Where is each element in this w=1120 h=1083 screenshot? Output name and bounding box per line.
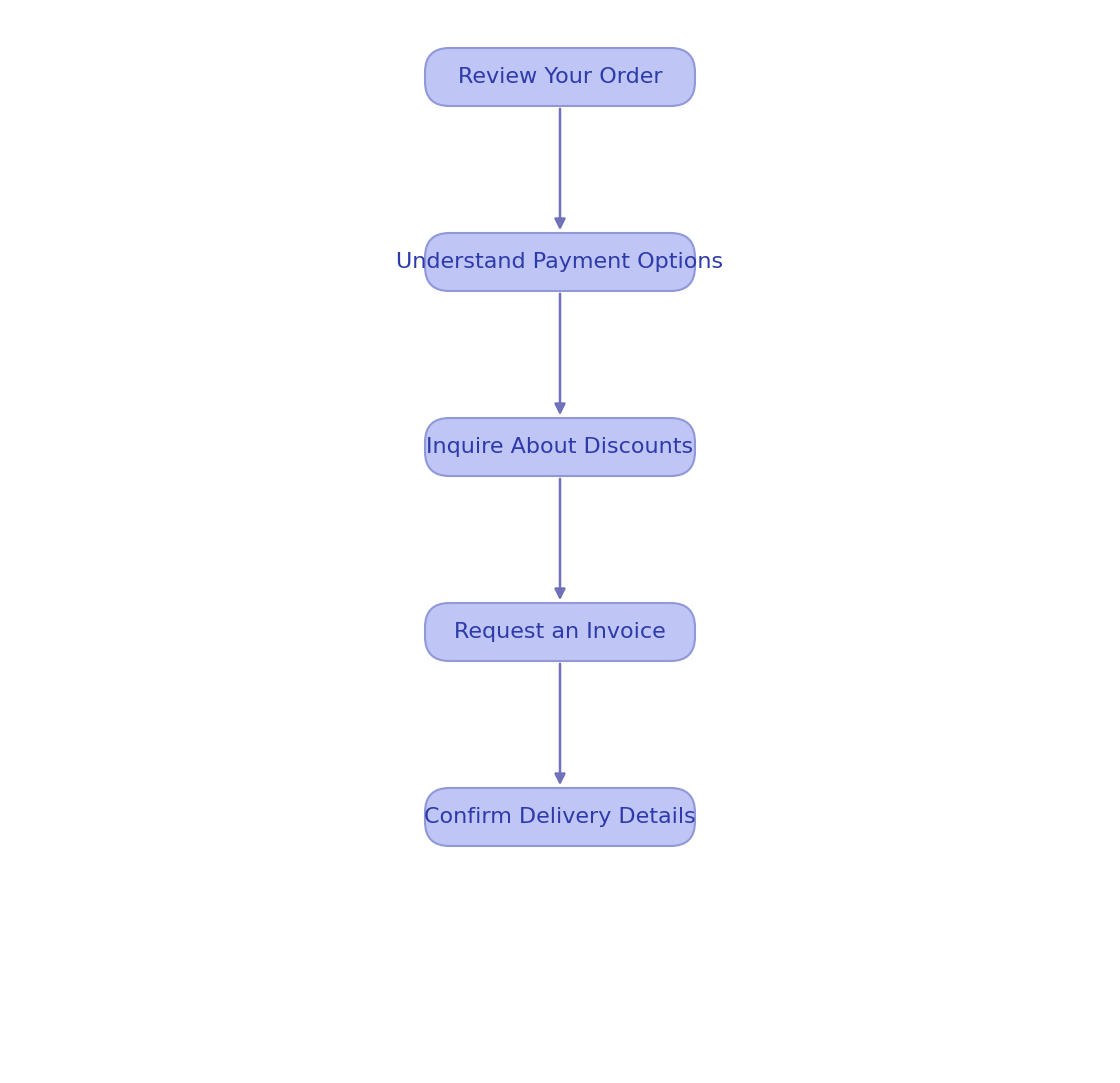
Text: Confirm Delivery Details: Confirm Delivery Details — [424, 807, 696, 827]
Text: Inquire About Discounts: Inquire About Discounts — [427, 438, 693, 457]
Text: Request an Invoice: Request an Invoice — [454, 622, 666, 642]
FancyBboxPatch shape — [424, 603, 696, 661]
Text: Understand Payment Options: Understand Payment Options — [396, 252, 724, 272]
FancyBboxPatch shape — [424, 48, 696, 106]
Text: Review Your Order: Review Your Order — [458, 67, 662, 87]
FancyBboxPatch shape — [424, 233, 696, 291]
FancyBboxPatch shape — [424, 418, 696, 477]
FancyBboxPatch shape — [424, 788, 696, 846]
